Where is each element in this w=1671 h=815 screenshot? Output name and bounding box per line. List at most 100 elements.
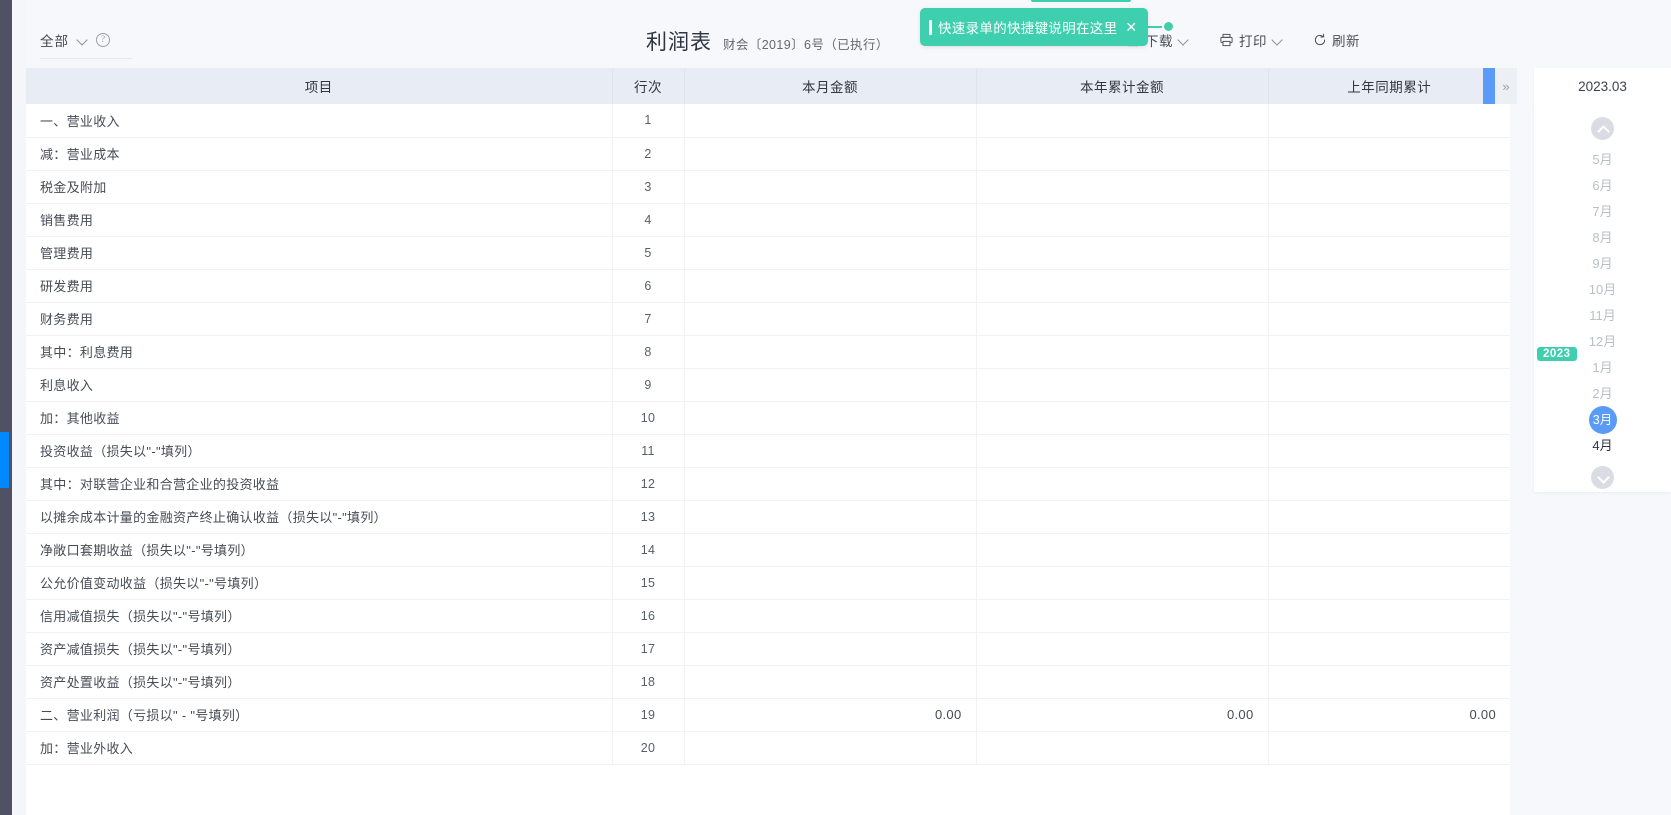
cell-prev-year-amount[interactable] [1268,170,1510,204]
cell-prev-year-amount[interactable] [1268,335,1510,369]
col-header-prev-year[interactable]: 上年同期累计 [1268,68,1510,104]
cell-prev-year-amount[interactable] [1268,368,1510,402]
current-period-display[interactable]: 2023.03 [1534,68,1671,104]
month-item[interactable]: 3月 [1534,406,1671,434]
collapse-panel-button[interactable]: » [1495,68,1517,104]
month-item[interactable]: 10月 [1534,277,1671,303]
table-row[interactable]: 净敞口套期收益（损失以"-"号填列） 14 [26,533,1510,567]
cell-ytd-amount[interactable] [976,269,1269,303]
table-row[interactable]: 加：营业外收入 20 [26,731,1510,765]
col-header-item[interactable]: 项目 [26,68,613,104]
table-row[interactable]: 税金及附加 3 [26,170,1510,204]
table-row[interactable]: 投资收益（损失以"-"填列） 11 [26,434,1510,468]
col-header-month[interactable]: 本月金额 [684,68,977,104]
month-item[interactable]: 7月 [1534,199,1671,225]
cell-prev-year-amount[interactable] [1268,566,1510,600]
cell-month-amount[interactable] [684,533,977,567]
cell-ytd-amount[interactable] [976,302,1269,336]
cell-month-amount[interactable] [684,434,977,468]
question-circle-icon[interactable]: ? [96,33,110,47]
cell-prev-year-amount[interactable] [1268,137,1510,171]
table-row[interactable]: 加：其他收益 10 [26,401,1510,435]
cell-prev-year-amount[interactable] [1268,203,1510,237]
cell-month-amount[interactable] [684,368,977,402]
chevron-up-circle-icon[interactable] [1591,117,1614,140]
cell-month-amount[interactable] [684,665,977,699]
table-row[interactable]: 公允价值变动收益（损失以"-"号填列） 15 [26,566,1510,600]
cell-month-amount[interactable] [684,401,977,435]
table-row[interactable]: 减：营业成本 2 [26,137,1510,171]
month-item[interactable]: 4月 [1534,433,1671,459]
cell-ytd-amount[interactable] [976,731,1269,765]
cell-month-amount[interactable] [684,731,977,765]
chevron-down-icon[interactable] [1178,35,1189,46]
cell-prev-year-amount[interactable] [1268,236,1510,270]
cell-prev-year-amount[interactable] [1268,401,1510,435]
shortcut-hint-toast[interactable]: 快速录单的快捷键说明在这里 ✕ [920,8,1149,46]
cell-month-amount[interactable] [684,170,977,204]
month-item[interactable]: 12月 [1534,329,1671,355]
cell-prev-year-amount[interactable] [1268,467,1510,501]
cell-month-amount[interactable] [684,335,977,369]
cell-month-amount[interactable] [684,137,977,171]
table-row[interactable]: 财务费用 7 [26,302,1510,336]
table-row[interactable]: 管理费用 5 [26,236,1510,270]
cell-month-amount[interactable] [684,632,977,666]
cell-month-amount[interactable] [684,269,977,303]
cell-ytd-amount[interactable] [976,500,1269,534]
cell-prev-year-amount[interactable] [1268,533,1510,567]
cell-prev-year-amount[interactable] [1268,104,1510,138]
cell-month-amount[interactable] [684,104,977,138]
month-item[interactable]: 5月 [1534,147,1671,173]
cell-ytd-amount[interactable] [976,533,1269,567]
table-row[interactable]: 资产处置收益（损失以"-"号填列） 18 [26,665,1510,699]
cell-ytd-amount[interactable] [976,368,1269,402]
cell-ytd-amount[interactable] [976,599,1269,633]
cell-month-amount[interactable] [684,500,977,534]
cell-prev-year-amount[interactable] [1268,500,1510,534]
chevron-down-circle-icon[interactable] [1591,466,1614,489]
table-row[interactable]: 其中：对联营企业和合营企业的投资收益 12 [26,467,1510,501]
table-row[interactable]: 其中：利息费用 8 [26,335,1510,369]
cell-ytd-amount[interactable] [976,170,1269,204]
table-row[interactable]: 资产减值损失（损失以"-"号填列） 17 [26,632,1510,666]
col-header-ytd[interactable]: 本年累计金额 [976,68,1269,104]
table-row[interactable]: 利息收入 9 [26,368,1510,402]
cell-prev-year-amount[interactable] [1268,302,1510,336]
month-item[interactable]: 2月 [1534,381,1671,407]
cell-prev-year-amount[interactable] [1268,632,1510,666]
print-button[interactable]: 打印 [1219,30,1283,50]
cell-ytd-amount[interactable] [976,434,1269,468]
cell-prev-year-amount[interactable] [1268,269,1510,303]
table-row[interactable]: 信用减值损失（损失以"-"号填列） 16 [26,599,1510,633]
cell-ytd-amount[interactable] [976,401,1269,435]
cell-ytd-amount[interactable] [976,665,1269,699]
month-item[interactable]: 6月 [1534,173,1671,199]
cell-ytd-amount[interactable] [976,467,1269,501]
close-icon[interactable]: ✕ [1125,19,1138,35]
cell-month-amount[interactable] [684,467,977,501]
table-row[interactable]: 销售费用 4 [26,203,1510,237]
cell-ytd-amount[interactable] [976,104,1269,138]
table-row[interactable]: 以摊余成本计量的金融资产终止确认收益（损失以"-"填列） 13 [26,500,1510,534]
cell-prev-year-amount[interactable] [1268,665,1510,699]
cell-ytd-amount[interactable] [976,137,1269,171]
month-item[interactable]: 11月 [1534,303,1671,329]
month-item[interactable]: 8月 [1534,225,1671,251]
cell-month-amount[interactable] [684,599,977,633]
cell-prev-year-amount[interactable]: 0.00 [1268,698,1510,732]
cell-ytd-amount[interactable] [976,335,1269,369]
month-item[interactable]: 1月 [1534,355,1671,381]
cell-month-amount[interactable]: 0.00 [684,698,977,732]
cell-ytd-amount[interactable] [976,203,1269,237]
refresh-button[interactable]: 刷新 [1313,30,1360,50]
cell-ytd-amount[interactable] [976,566,1269,600]
scope-filter[interactable]: 全部 ? [40,30,110,50]
cell-ytd-amount[interactable] [976,632,1269,666]
cell-ytd-amount[interactable]: 0.00 [976,698,1269,732]
cell-month-amount[interactable] [684,566,977,600]
month-item[interactable]: 9月 [1534,251,1671,277]
cell-ytd-amount[interactable] [976,236,1269,270]
cell-prev-year-amount[interactable] [1268,731,1510,765]
cell-month-amount[interactable] [684,203,977,237]
